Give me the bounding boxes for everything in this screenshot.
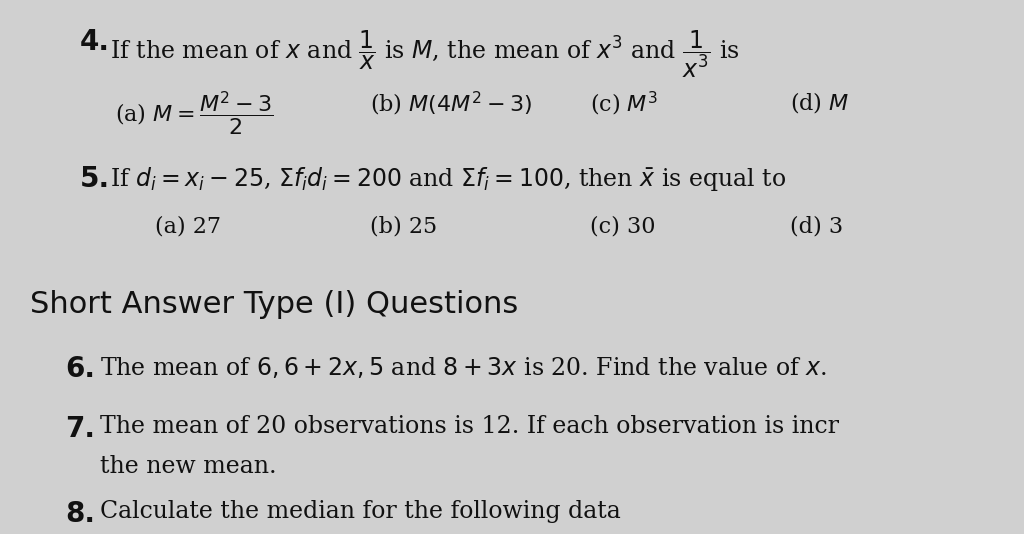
Text: 8.: 8. <box>65 500 95 528</box>
Text: (a) $M = \dfrac{M^2-3}{2}$: (a) $M = \dfrac{M^2-3}{2}$ <box>115 90 274 138</box>
Text: If $d_i = x_i - 25$, $\Sigma f_i d_i = 200$ and $\Sigma f_i = 100$, then $\bar{x: If $d_i = x_i - 25$, $\Sigma f_i d_i = 2… <box>110 165 786 193</box>
Text: The mean of $6, 6+2x, 5$ and $8+3x$ is 20. Find the value of $x$.: The mean of $6, 6+2x, 5$ and $8+3x$ is 2… <box>100 355 827 380</box>
Text: The mean of 20 observations is 12. If each observation is incr: The mean of 20 observations is 12. If ea… <box>100 415 839 438</box>
Text: (d) 3: (d) 3 <box>790 215 843 237</box>
Text: (d) $M$: (d) $M$ <box>790 90 849 115</box>
Text: (a) 27: (a) 27 <box>155 215 221 237</box>
Text: the new mean.: the new mean. <box>100 455 276 478</box>
Text: 4.: 4. <box>80 28 110 56</box>
Text: If the mean of $x$ and $\dfrac{1}{x}$ is $M$, the mean of $x^3$ and $\dfrac{1}{x: If the mean of $x$ and $\dfrac{1}{x}$ is… <box>110 28 740 80</box>
Text: (c) $M^3$: (c) $M^3$ <box>590 90 658 118</box>
Text: (b) 25: (b) 25 <box>370 215 437 237</box>
Text: Short Answer Type (I) Questions: Short Answer Type (I) Questions <box>30 290 518 319</box>
Text: (b) $M(4M^2-3)$: (b) $M(4M^2-3)$ <box>370 90 532 118</box>
Text: Calculate the median for the following data: Calculate the median for the following d… <box>100 500 621 523</box>
Text: 7.: 7. <box>65 415 95 443</box>
Text: 5.: 5. <box>80 165 111 193</box>
Text: 6.: 6. <box>65 355 95 383</box>
Text: (c) 30: (c) 30 <box>590 215 655 237</box>
